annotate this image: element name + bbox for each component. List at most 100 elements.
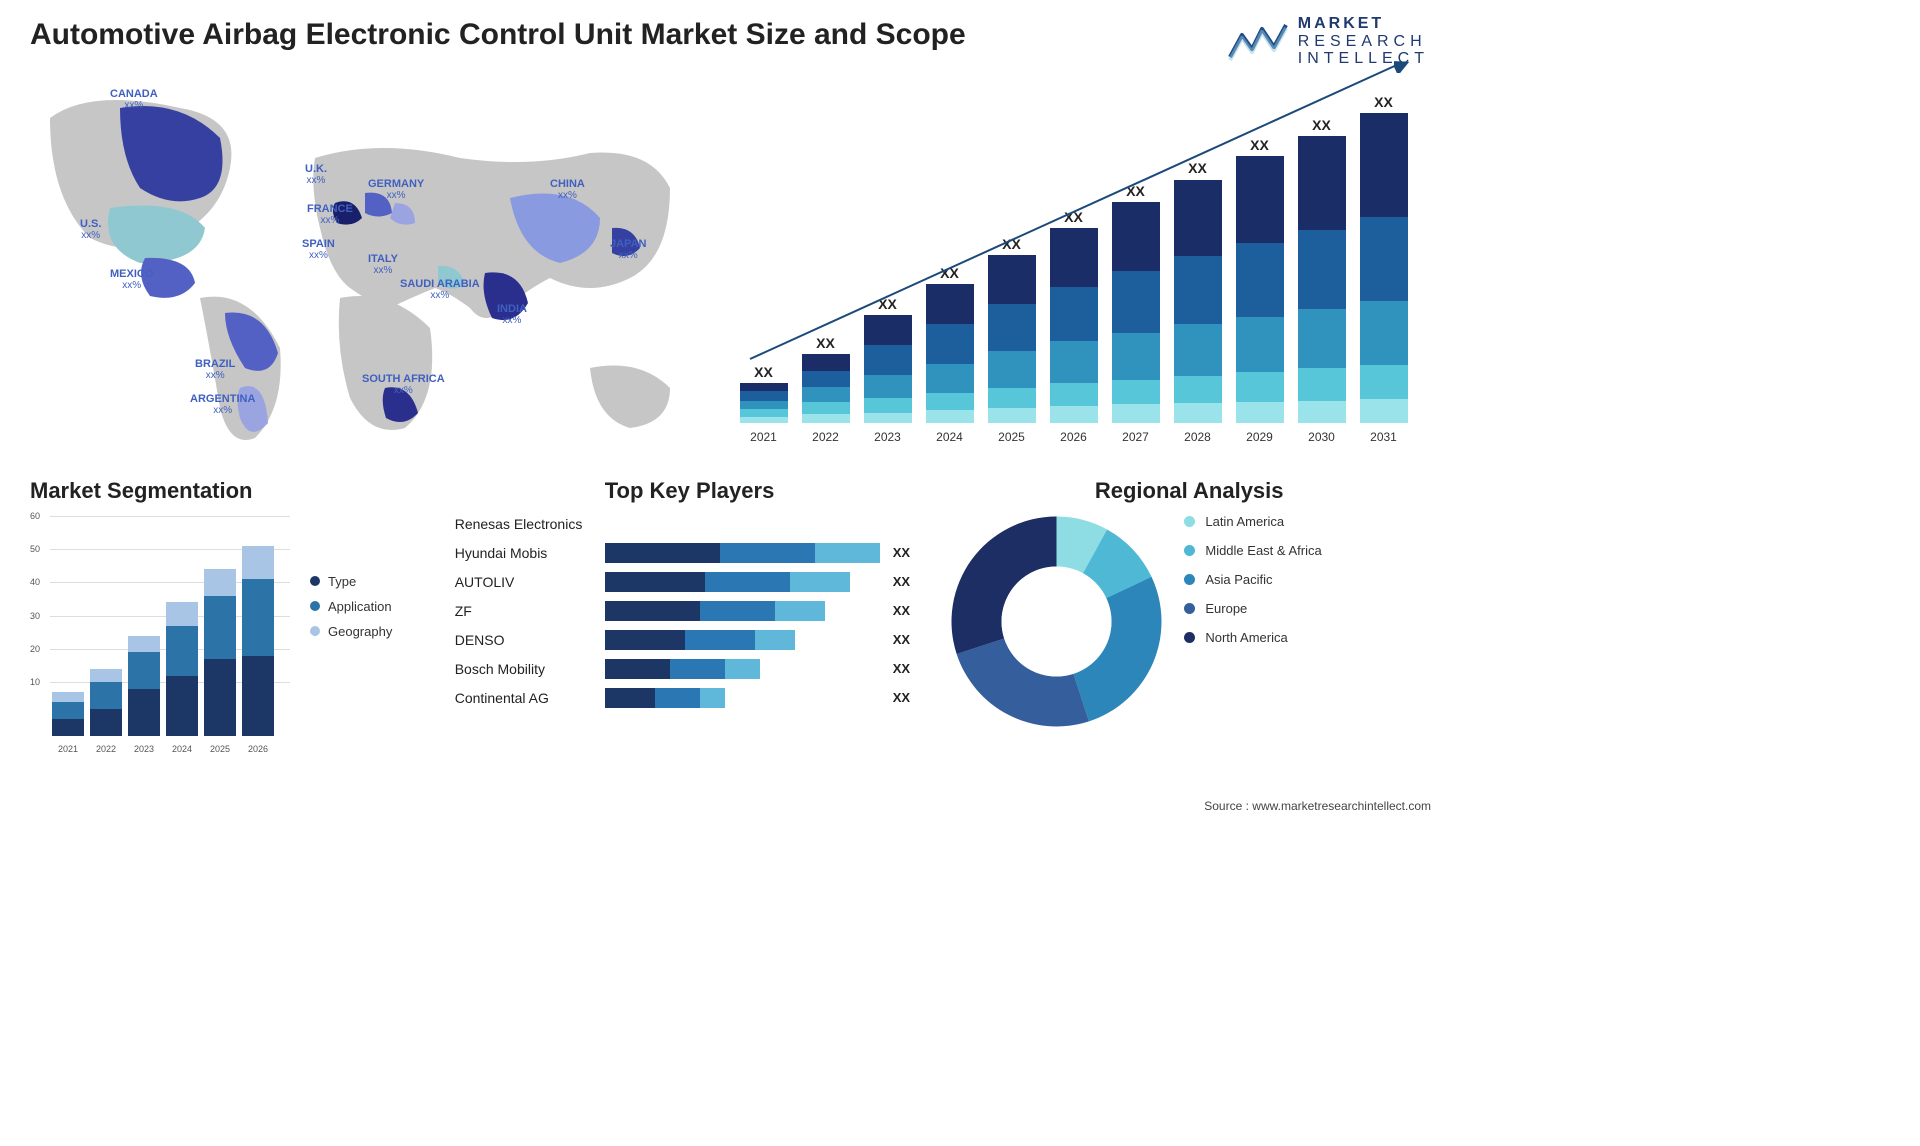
growth-bar-seg xyxy=(1050,287,1098,341)
player-row: Hyundai MobisXX xyxy=(455,543,925,563)
seg-bar-seg xyxy=(242,656,274,736)
regional-title: Regional Analysis xyxy=(949,478,1429,504)
map-label-uk: U.K.xx% xyxy=(305,163,327,186)
map-label-italy: ITALYxx% xyxy=(368,253,398,276)
player-value: XX xyxy=(893,661,910,676)
growth-bar-seg xyxy=(1236,156,1284,242)
seg-bar-seg xyxy=(204,659,236,736)
trend-arrow-head xyxy=(1394,57,1410,78)
player-name: ZF xyxy=(455,603,605,619)
seg-bar-seg xyxy=(52,702,84,719)
map-label-us: U.S.xx% xyxy=(80,218,101,241)
growth-bar-seg xyxy=(1174,180,1222,257)
segmentation-chart: 102030405060202120222023202420252026 xyxy=(30,514,290,754)
seg-x-label: 2026 xyxy=(242,744,274,754)
growth-bar-seg xyxy=(802,354,850,371)
player-bar-seg xyxy=(670,659,725,679)
regional-legend-item: Europe xyxy=(1184,601,1321,616)
seg-bar-2024 xyxy=(166,602,198,735)
growth-bar-seg xyxy=(1174,256,1222,324)
player-value: XX xyxy=(893,574,910,589)
player-value: XX xyxy=(893,603,910,618)
player-bar-seg xyxy=(605,688,655,708)
growth-bar-seg xyxy=(1112,271,1160,333)
seg-ytick: 30 xyxy=(30,611,40,621)
growth-bar-seg xyxy=(1236,317,1284,373)
growth-bar-year-label: 2025 xyxy=(988,430,1036,444)
growth-bar-seg xyxy=(988,304,1036,351)
growth-bar-seg xyxy=(864,398,912,413)
regional-legend: Latin AmericaMiddle East & AfricaAsia Pa… xyxy=(1184,514,1321,659)
growth-bar-year-label: 2024 xyxy=(926,430,974,444)
seg-gridline xyxy=(50,516,290,517)
source-text: Source : www.marketresearchintellect.com xyxy=(1204,799,1431,813)
growth-bar-2028 xyxy=(1174,180,1222,423)
player-bar-seg xyxy=(790,572,850,592)
seg-x-label: 2023 xyxy=(128,744,160,754)
seg-legend-item: Application xyxy=(310,599,392,614)
growth-bar-top-label: XX xyxy=(1236,137,1284,153)
regional-legend-label: Middle East & Africa xyxy=(1205,543,1321,558)
growth-bar-seg xyxy=(988,388,1036,408)
growth-bar-2029 xyxy=(1236,156,1284,423)
map-label-france: FRANCExx% xyxy=(307,203,353,226)
regional-legend-label: North America xyxy=(1205,630,1287,645)
player-bar-seg xyxy=(605,659,670,679)
growth-bar-seg xyxy=(988,255,1036,304)
player-bar xyxy=(605,659,885,679)
map-label-mexico: MEXICOxx% xyxy=(110,268,153,291)
player-value: XX xyxy=(893,545,910,560)
growth-bar-seg xyxy=(1298,230,1346,309)
player-bar-seg xyxy=(605,543,720,563)
map-label-brazil: BRAZILxx% xyxy=(195,358,235,381)
map-label-saudiarabia: SAUDI ARABIAxx% xyxy=(400,278,480,301)
seg-x-label: 2022 xyxy=(90,744,122,754)
growth-bar-2031 xyxy=(1360,113,1408,423)
growth-bar-seg xyxy=(864,345,912,375)
growth-bar-seg xyxy=(1298,136,1346,230)
player-name: Continental AG xyxy=(455,690,605,706)
regional-legend-item: Middle East & Africa xyxy=(1184,543,1321,558)
growth-bar-2021 xyxy=(740,383,788,423)
player-bar xyxy=(605,630,885,650)
growth-bar-year-label: 2027 xyxy=(1112,430,1160,444)
player-bar xyxy=(605,543,885,563)
regional-legend-label: Europe xyxy=(1205,601,1247,616)
seg-bar-2023 xyxy=(128,636,160,736)
map-label-germany: GERMANYxx% xyxy=(368,178,424,201)
growth-bar-2026 xyxy=(1050,228,1098,423)
seg-ytick: 50 xyxy=(30,544,40,554)
growth-bar-chart: XX2021XX2022XX2023XX2024XX2025XX2026XX20… xyxy=(730,88,1429,448)
map-label-canada: CANADAxx% xyxy=(110,88,158,111)
growth-bar-seg xyxy=(740,417,788,423)
growth-bar-seg xyxy=(926,284,974,324)
growth-bar-top-label: XX xyxy=(740,364,788,380)
regional-legend-label: Asia Pacific xyxy=(1205,572,1272,587)
map-label-spain: SPAINxx% xyxy=(302,238,335,261)
map-label-japan: JAPANxx% xyxy=(610,238,646,261)
logo-line1: MARKET xyxy=(1298,15,1429,33)
seg-bar-seg xyxy=(242,546,274,579)
growth-bar-seg xyxy=(1360,365,1408,400)
growth-bar-top-label: XX xyxy=(802,335,850,351)
growth-bar-2022 xyxy=(802,354,850,423)
world-map: CANADAxx%U.S.xx%MEXICOxx%BRAZILxx%ARGENT… xyxy=(30,78,690,458)
growth-bar-seg xyxy=(802,371,850,387)
player-row: AUTOLIVXX xyxy=(455,572,925,592)
growth-bar-seg xyxy=(1050,341,1098,383)
growth-bar-seg xyxy=(1112,380,1160,405)
seg-legend-dot xyxy=(310,601,320,611)
player-bar-seg xyxy=(700,601,775,621)
regional-legend-item: Asia Pacific xyxy=(1184,572,1321,587)
growth-bar-seg xyxy=(926,393,974,410)
growth-bar-seg xyxy=(1236,402,1284,423)
player-row: ZF XX xyxy=(455,601,925,621)
regional-legend-item: North America xyxy=(1184,630,1321,645)
seg-legend-label: Application xyxy=(328,599,392,614)
seg-x-label: 2021 xyxy=(52,744,84,754)
player-bar xyxy=(605,688,885,708)
growth-bar-seg xyxy=(802,387,850,402)
growth-bar-year-label: 2029 xyxy=(1236,430,1284,444)
growth-bar-seg xyxy=(1174,324,1222,376)
player-bar-seg xyxy=(725,659,760,679)
